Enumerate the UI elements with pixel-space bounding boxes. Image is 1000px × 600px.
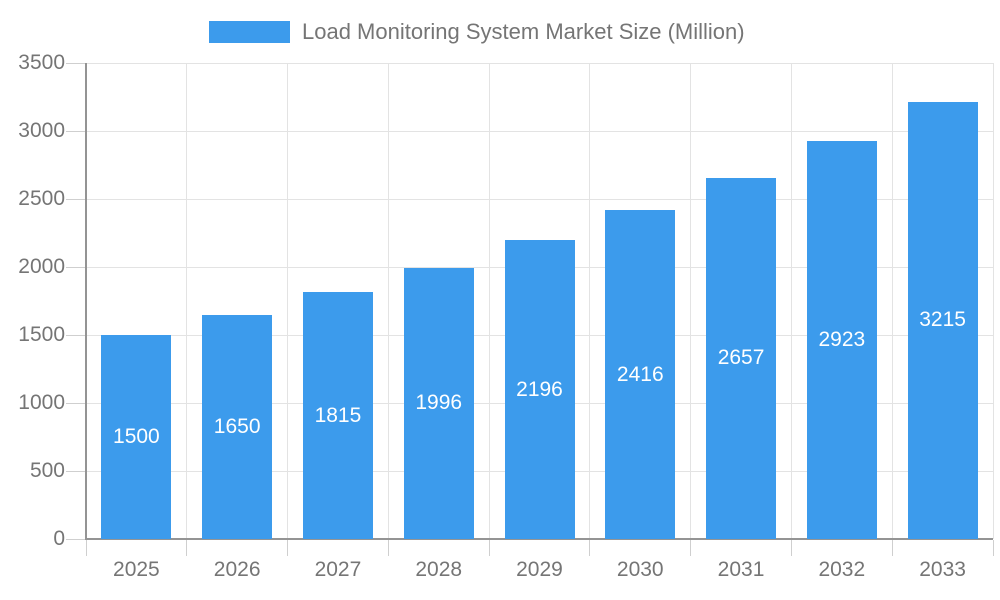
y-tick xyxy=(66,62,86,64)
bar-value-label: 2416 xyxy=(616,362,664,386)
y-tick xyxy=(66,402,86,404)
y-tick-label: 0 xyxy=(53,527,65,550)
x-tick-label: 2027 xyxy=(314,558,362,581)
x-gridline xyxy=(891,63,893,539)
x-tick xyxy=(186,540,188,556)
x-tick-label: 2026 xyxy=(213,558,261,581)
bar-value-label: 2923 xyxy=(818,328,866,352)
x-gridline xyxy=(992,63,994,539)
y-axis-line xyxy=(85,63,87,539)
bar-2029[interactable]: 2196 xyxy=(504,240,575,539)
y-tick xyxy=(66,266,86,268)
bar-value-label: 2657 xyxy=(717,346,765,370)
y-gridline xyxy=(86,130,993,132)
x-gridline xyxy=(690,63,692,539)
x-tick xyxy=(488,540,490,556)
bar-2030[interactable]: 2416 xyxy=(605,210,676,539)
bar-value-label: 2196 xyxy=(516,377,563,401)
x-tick xyxy=(790,540,792,556)
x-tick xyxy=(690,540,692,556)
x-tick xyxy=(589,540,591,556)
x-tick xyxy=(992,540,994,556)
y-tick xyxy=(66,538,86,540)
x-gridline xyxy=(488,63,490,539)
y-tick-label: 1000 xyxy=(18,391,65,414)
x-tick-label: 2025 xyxy=(113,558,160,581)
x-gridline xyxy=(790,63,792,539)
y-tick xyxy=(66,470,86,472)
bar-value-label: 1996 xyxy=(415,391,463,415)
y-tick xyxy=(66,130,86,132)
x-gridline xyxy=(589,63,591,539)
y-gridline xyxy=(86,62,993,64)
bar-2026[interactable]: 1650 xyxy=(202,314,273,539)
legend-swatch xyxy=(209,21,290,43)
x-tick-label: 2029 xyxy=(516,558,563,581)
y-tick xyxy=(66,334,86,336)
y-tick-label: 3000 xyxy=(18,119,65,142)
bar-value-label: 3215 xyxy=(919,308,966,332)
bar-2033[interactable]: 3215 xyxy=(907,101,978,539)
x-tick-label: 2032 xyxy=(818,558,866,581)
y-tick-label: 2000 xyxy=(18,255,65,278)
x-gridline xyxy=(287,63,289,539)
x-gridline xyxy=(387,63,389,539)
legend-item[interactable]: Load Monitoring System Market Size (Mill… xyxy=(209,19,745,45)
bar-2032[interactable]: 2923 xyxy=(806,141,877,539)
bar-2025[interactable]: 1500 xyxy=(101,335,172,539)
bar-2027[interactable]: 1815 xyxy=(302,292,373,539)
bar-2028[interactable]: 1996 xyxy=(403,267,474,539)
y-tick-label: 500 xyxy=(29,459,65,482)
legend-label: Load Monitoring System Market Size (Mill… xyxy=(302,19,745,44)
x-tick-label: 2030 xyxy=(616,558,664,581)
y-tick-label: 1500 xyxy=(18,323,65,346)
x-tick xyxy=(387,540,389,556)
y-gridline xyxy=(86,198,993,200)
x-tick xyxy=(891,540,893,556)
bar-value-label: 1815 xyxy=(314,403,362,427)
x-tick-label: 2033 xyxy=(919,558,966,581)
x-tick xyxy=(85,540,87,556)
bar-value-label: 1650 xyxy=(213,414,261,438)
bar-value-label: 1500 xyxy=(113,425,160,448)
x-tick xyxy=(287,540,289,556)
y-tick xyxy=(66,198,86,200)
x-axis-line xyxy=(85,538,993,540)
x-gridline xyxy=(186,63,188,539)
x-tick-label: 2031 xyxy=(717,558,765,581)
x-tick-label: 2028 xyxy=(415,558,463,581)
y-tick-label: 3500 xyxy=(18,51,65,74)
bar-2031[interactable]: 2657 xyxy=(706,177,777,539)
y-tick-label: 2500 xyxy=(18,187,65,210)
